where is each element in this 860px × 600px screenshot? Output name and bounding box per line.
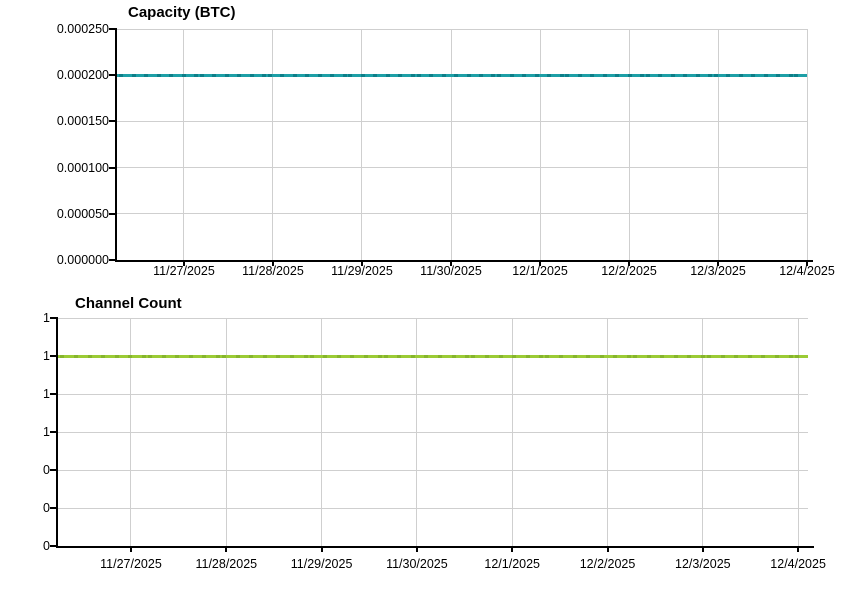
y-tick-mark (109, 259, 117, 261)
x-tick-mark (450, 260, 452, 266)
capacity-plot-area[interactable] (117, 29, 807, 260)
x-tick-mark (806, 260, 808, 266)
channel-count-plot-area[interactable] (58, 318, 808, 546)
y-tick-label: 1 (43, 311, 50, 325)
y-tick-label: 0.000100 (56, 160, 109, 175)
y-tick-mark (50, 431, 58, 433)
y-tick-mark (109, 28, 117, 30)
x-tick-label: 12/3/2025 (690, 264, 746, 278)
x-tick-mark (797, 546, 800, 552)
y-tick-label: 1 (43, 349, 50, 363)
y-tick-label: 1 (43, 387, 50, 401)
channel-count-chart-title: Channel Count (75, 295, 182, 312)
y-tick-mark (50, 545, 58, 547)
y-tick-mark (50, 355, 58, 357)
x-tick-label: 12/2/2025 (601, 264, 657, 278)
x-tick-mark (606, 546, 609, 552)
y-tick-label: 0.000250 (56, 22, 109, 36)
x-tick-label: 12/1/2025 (484, 557, 540, 571)
y-tick-label: 0.000050 (56, 206, 109, 221)
y-tick-mark (109, 120, 117, 123)
y-tick-mark (50, 469, 58, 471)
x-tick-mark (701, 546, 704, 552)
x-tick-label: 11/28/2025 (242, 264, 304, 278)
x-tick-label: 12/4/2025 (779, 264, 835, 278)
x-tick-label: 12/2/2025 (579, 557, 636, 571)
x-tick-mark (415, 546, 418, 552)
y-tick-mark (50, 393, 58, 395)
y-tick-mark (109, 166, 117, 169)
y-tick-mark (50, 317, 58, 319)
y-tick-mark (50, 507, 58, 509)
x-tick-mark (717, 260, 719, 266)
x-tick-mark (360, 260, 363, 266)
x-tick-mark (129, 546, 132, 552)
x-tick-label: 11/27/2025 (100, 557, 162, 571)
y-tick-label: 0.000150 (56, 114, 109, 129)
x-tick-label: 12/1/2025 (512, 264, 568, 278)
y-tick-label: 0 (43, 501, 50, 515)
x-tick-label: 11/30/2025 (386, 557, 448, 571)
x-tick-label: 11/30/2025 (420, 264, 482, 278)
x-axis-line (115, 260, 813, 262)
y-tick-label: 0.000000 (56, 253, 109, 267)
x-tick-label: 11/28/2025 (195, 557, 258, 571)
y-tick-label: 0.000200 (56, 68, 109, 83)
x-tick-label: 11/29/2025 (290, 557, 353, 571)
x-tick-label: 11/27/2025 (153, 264, 215, 278)
x-tick-mark (225, 546, 228, 552)
y-tick-mark (109, 74, 117, 77)
capacity-chart-title: Capacity (BTC) (128, 4, 236, 21)
x-tick-mark (182, 260, 185, 266)
y-tick-label: 0 (43, 463, 50, 477)
y-tick-mark (109, 212, 117, 215)
x-tick-label: 12/4/2025 (770, 557, 826, 571)
x-tick-mark (271, 260, 274, 266)
x-tick-label: 12/3/2025 (675, 557, 731, 571)
x-tick-mark (320, 546, 323, 552)
x-tick-label: 11/29/2025 (331, 264, 393, 278)
x-tick-mark (511, 546, 514, 552)
x-tick-mark (539, 260, 541, 266)
x-tick-mark (628, 260, 630, 266)
y-tick-label: 0 (43, 539, 50, 553)
y-tick-label: 1 (43, 425, 50, 439)
x-axis-line (56, 546, 814, 548)
